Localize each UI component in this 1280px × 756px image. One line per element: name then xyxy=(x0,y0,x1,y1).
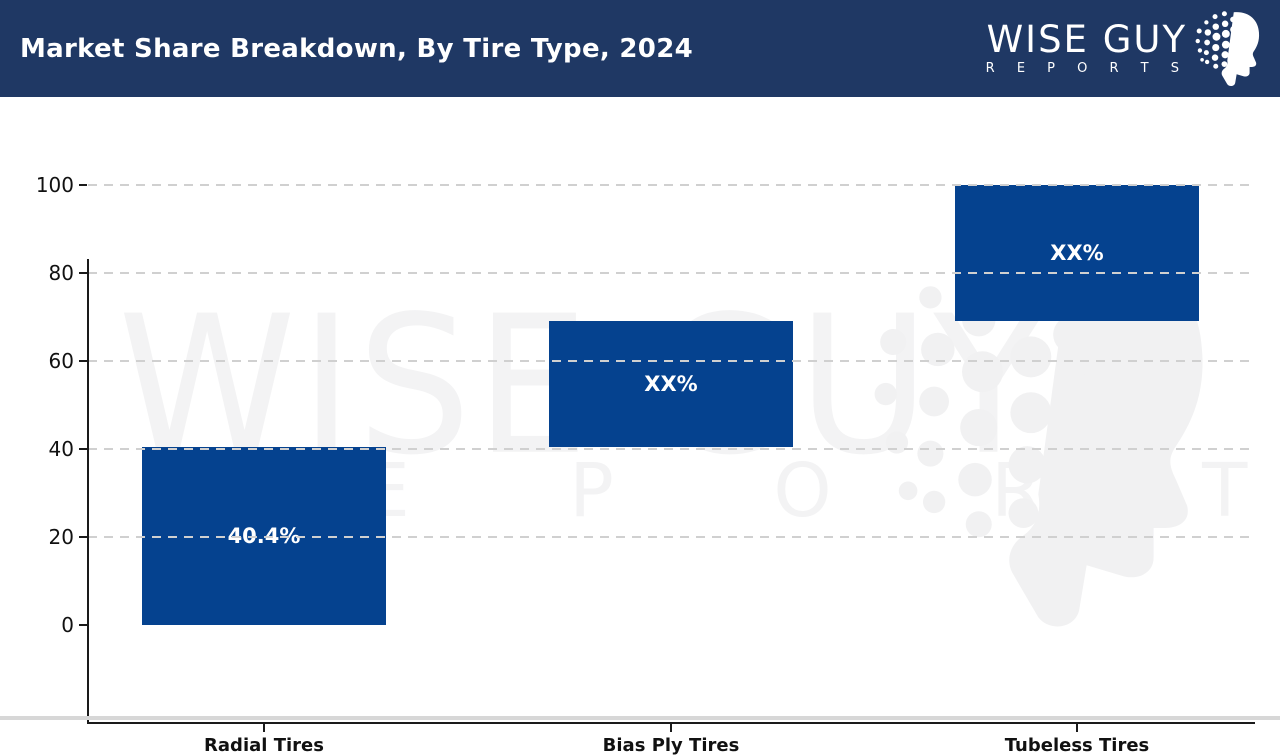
header-bar: Market Share Breakdown, By Tire Type, 20… xyxy=(0,0,1280,97)
gridline-60 xyxy=(88,360,1255,362)
page-title: Market Share Breakdown, By Tire Type, 20… xyxy=(20,33,693,64)
y-tick-mark xyxy=(79,272,87,274)
y-tick-label: 20 xyxy=(48,525,74,549)
logo-subtitle: R E P O R T S xyxy=(985,61,1188,76)
y-tick-label: 80 xyxy=(48,261,74,285)
x-tick-mark xyxy=(1076,724,1078,732)
bottom-divider xyxy=(0,716,1280,720)
y-tick-mark xyxy=(79,184,87,186)
gridline-100 xyxy=(88,184,1255,186)
gridline-40 xyxy=(88,448,1255,450)
y-tick-label: 0 xyxy=(61,613,74,637)
x-tick-mark xyxy=(263,724,265,732)
bar-value-label: XX% xyxy=(1050,240,1104,265)
logo-text: WISE GUY R E P O R T S xyxy=(986,21,1188,76)
y-tick-mark xyxy=(79,624,87,626)
logo-wordmark: WISE GUY xyxy=(986,18,1188,61)
y-tick-mark xyxy=(79,360,87,362)
gridline-80 xyxy=(88,272,1255,274)
logo-face-icon xyxy=(1192,9,1264,89)
y-axis-line xyxy=(87,259,89,724)
bar-tubeless-tires: XX% xyxy=(955,185,1199,321)
x-category-label: Tubeless Tires xyxy=(1004,735,1150,756)
wise-guy-logo: WISE GUY R E P O R T S xyxy=(986,9,1264,89)
x-category-label: Bias Ply Tires xyxy=(602,735,740,756)
y-tick-mark xyxy=(79,536,87,538)
y-tick-mark xyxy=(79,448,87,450)
bar-bias-ply-tires: XX% xyxy=(549,320,793,448)
y-tick-label: 60 xyxy=(48,349,74,373)
gridline-20 xyxy=(88,536,1255,538)
y-tick-label: 40 xyxy=(48,437,74,461)
x-tick-mark xyxy=(670,724,672,732)
bar-value-label: XX% xyxy=(644,371,698,396)
x-category-label: Radial Tires xyxy=(204,735,324,756)
y-tick-label: 100 xyxy=(35,173,74,197)
